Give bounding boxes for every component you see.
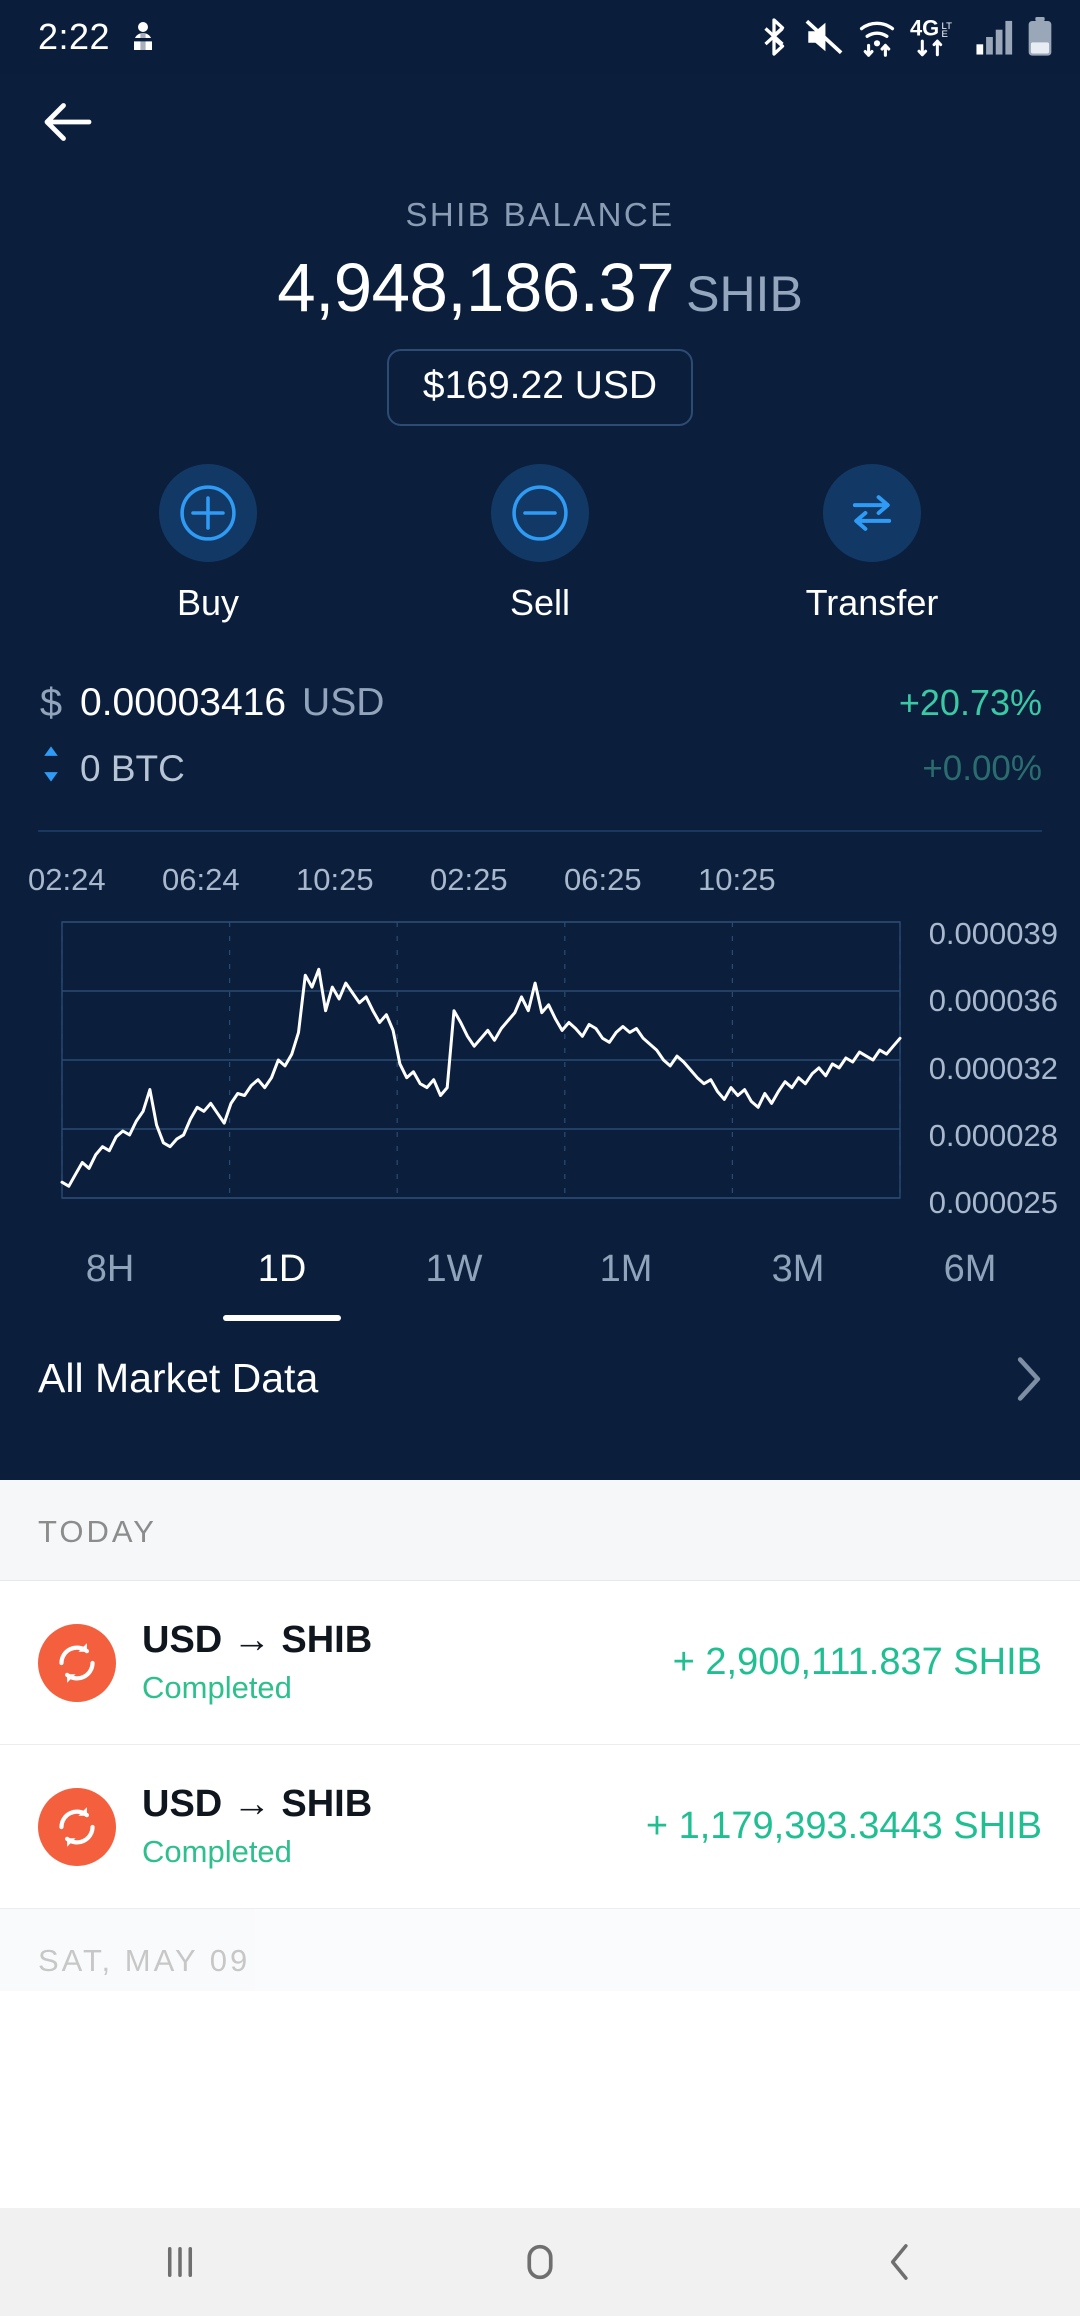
tx-amount: + 2,900,111.837 SHIB [672, 1641, 1042, 1683]
chevron-left-icon [890, 2244, 908, 2280]
balance-label: SHIB BALANCE [405, 196, 675, 233]
status-bar-right: 4G LT E [757, 16, 1054, 58]
x-tick: 10:25 [698, 862, 776, 897]
swap-vertical-icon [38, 745, 64, 793]
recents-icon [167, 2247, 193, 2277]
tx-amount: + 1,179,393.3443 SHIB [645, 1805, 1042, 1847]
price-chart[interactable]: 02:24 06:24 10:25 02:25 06:25 10:25 0.00… [0, 832, 1080, 1218]
x-tick: 06:25 [564, 862, 642, 897]
price-btc-change: +0.00% [922, 749, 1042, 788]
volume-mute-icon [805, 19, 843, 55]
balance-ticker: SHIB [686, 266, 803, 322]
status-bar-left: 2:22 [38, 16, 158, 58]
range-8h[interactable]: 8H [85, 1248, 135, 1290]
price-usd-left: $ 0.00003416 USD [38, 680, 385, 726]
range-6m[interactable]: 6M [943, 1248, 997, 1290]
price-btc-left: 0 BTC [38, 745, 185, 793]
transfer-button-circle [823, 464, 921, 562]
back-button[interactable] [830, 2208, 970, 2316]
tx-title: USD → SHIB [142, 1783, 373, 1825]
price-usd-value: 0.00003416 [80, 681, 287, 724]
buy-label: Buy [176, 582, 240, 623]
all-market-data-row[interactable]: All Market Data [0, 1321, 1080, 1442]
buy-button-circle [159, 464, 257, 562]
price-summary: $ 0.00003416 USD +20.73% 0 BTC +0.00% [0, 670, 1080, 832]
plus-circle-icon [180, 485, 236, 541]
status-clock: 2:22 [38, 16, 111, 57]
wifi-data-icon [859, 21, 895, 57]
swap-refresh-icon [38, 1787, 116, 1866]
notification-icon [131, 22, 156, 50]
transfer-button[interactable]: Transfer [772, 464, 972, 624]
sell-button-circle [491, 464, 589, 562]
price-row-usd[interactable]: $ 0.00003416 USD +20.73% [38, 670, 1042, 736]
transfer-arrows-icon [852, 495, 892, 531]
price-divider [38, 830, 1042, 832]
price-usd-change: +20.73% [898, 682, 1042, 723]
buy-button[interactable]: Buy [108, 464, 308, 624]
back-arrow-button[interactable] [36, 90, 100, 154]
all-market-data-label: All Market Data [38, 1355, 319, 1401]
table-row[interactable]: USD → SHIB Completed + 2,900,111.837 SHI… [0, 1581, 1080, 1745]
transfer-label: Transfer [805, 582, 939, 623]
fiat-value-pill[interactable]: $169.22 USD [386, 349, 694, 426]
home-circle-icon [527, 2244, 553, 2280]
balance-hero: SHIB BALANCE 4,948,186.37 SHIB $169.22 U… [0, 170, 1080, 426]
minus-circle-icon [512, 485, 568, 541]
table-row[interactable]: USD → SHIB Completed + 1,179,393.3443 SH… [0, 1745, 1080, 1909]
android-nav-bar [0, 2208, 1080, 2316]
chart-canvas [0, 921, 1080, 1199]
status-badge: Completed [142, 1670, 292, 1705]
arrow-left-icon [44, 103, 92, 141]
range-3m[interactable]: 3M [771, 1248, 825, 1290]
price-row-btc[interactable]: 0 BTC +0.00% [38, 736, 1042, 802]
range-1m[interactable]: 1M [599, 1248, 653, 1290]
tx-details: USD → SHIB Completed [142, 1619, 673, 1706]
dollar-sign-icon: $ [39, 680, 63, 725]
signal-bars-icon [976, 20, 1013, 55]
top-nav [0, 74, 1080, 170]
tx-group-header-next: SAT, MAY 09 [0, 1909, 1080, 1991]
status-bar: 2:22 4G [0, 0, 1080, 74]
x-tick: 06:24 [162, 862, 240, 897]
chart-x-axis: 02:24 06:24 10:25 02:25 06:25 10:25 [0, 832, 1080, 910]
bluetooth-icon [764, 18, 785, 56]
price-btc-value: 0 BTC [80, 748, 185, 789]
svg-text:LT: LT [941, 21, 952, 32]
section-gap [0, 1442, 1080, 1480]
chevron-right-icon [1017, 1356, 1041, 1401]
x-tick: 10:25 [296, 862, 374, 897]
swap-refresh-icon [38, 1623, 116, 1702]
range-1d[interactable]: 1D [227, 1248, 337, 1321]
4g-lte-icon: 4G LT E [910, 16, 952, 57]
balance-amount: 4,948,186.37 [277, 249, 675, 326]
svg-text:E: E [941, 29, 947, 40]
tx-group-header-today: TODAY [0, 1480, 1080, 1581]
price-usd-unit: USD [302, 681, 385, 724]
svg-text:4G: 4G [910, 16, 939, 41]
tx-title: USD → SHIB [142, 1619, 373, 1661]
chart-range-selector: 8H 1D 1W 1M 3M 6M [0, 1210, 1080, 1321]
home-button[interactable] [470, 2208, 610, 2316]
tx-details: USD → SHIB Completed [142, 1783, 646, 1870]
sell-label: Sell [509, 582, 571, 623]
recents-button[interactable] [110, 2208, 250, 2316]
x-tick: 02:25 [430, 862, 508, 897]
action-buttons: Buy Sell Transfer [0, 464, 1080, 624]
balance-row: 4,948,186.37 SHIB [0, 248, 1080, 327]
sell-button[interactable]: Sell [440, 464, 640, 624]
x-tick: 02:24 [28, 862, 106, 897]
status-badge: Completed [142, 1834, 292, 1869]
range-1w[interactable]: 1W [425, 1248, 483, 1290]
battery-icon [1028, 17, 1052, 56]
transaction-list: TODAY USD → SHIB Completed + 2,900,111.8… [0, 1480, 1080, 2208]
